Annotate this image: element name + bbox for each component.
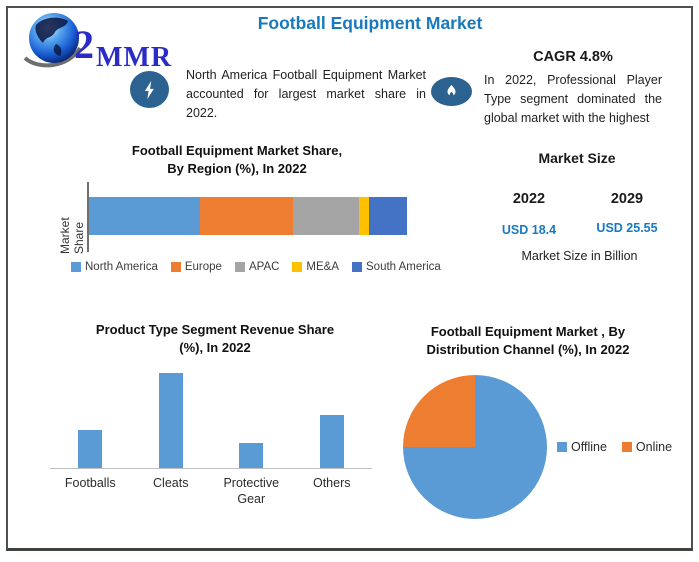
- product-chart-title: Product Type Segment Revenue Share (%), …: [65, 321, 365, 357]
- pie-chart-title: Football Equipment Market , By Distribut…: [378, 323, 678, 359]
- legend-label: South America: [366, 261, 441, 273]
- region-chart-title-line1: Football Equipment Market Share,: [131, 143, 343, 158]
- pie-legend: Offline Online: [557, 440, 672, 454]
- region-chart-y-axis: [87, 182, 89, 252]
- region-stacked-bar: [89, 197, 407, 235]
- lightning-glyph: [144, 80, 154, 99]
- region-chart-title-line2: By Region (%), In 2022: [167, 161, 307, 177]
- legend-item-europe: Europe: [170, 261, 222, 273]
- logo-digit: 2: [74, 22, 94, 67]
- bar-footballs: [78, 429, 103, 468]
- page-title: Football Equipment Market: [257, 13, 483, 33]
- segment-me-a: [359, 197, 369, 235]
- product-bars: [50, 362, 372, 469]
- bar-cleats: [158, 372, 183, 468]
- flame-icon: [431, 77, 472, 106]
- legend-label: North America: [85, 261, 158, 273]
- product-chart-title-line1: Product Type Segment Revenue Share: [95, 322, 335, 337]
- category-label-cleats: Cleats: [153, 476, 189, 490]
- legend-swatch: [292, 262, 303, 272]
- distribution-pie: [403, 375, 547, 519]
- category-label-protective-gear: Protective Gear: [223, 476, 280, 506]
- legend-item-south-america: South America: [352, 261, 441, 273]
- bar-slot-footballs: [50, 362, 131, 468]
- logo-swoosh: [23, 46, 82, 68]
- legend-swatch: [621, 442, 632, 452]
- legend-swatch: [557, 442, 567, 452]
- cagr-label: CAGR 4.8%: [533, 49, 613, 65]
- segment-europe: [200, 197, 293, 235]
- bar-slot-protective-gear: [211, 362, 292, 468]
- region-chart-ylabel: Market Share: [58, 217, 86, 254]
- legend-item-apac: APAC: [234, 261, 280, 273]
- page-border: [6, 6, 693, 551]
- bar-slot-cleats: [131, 362, 212, 468]
- globe-continent-2: [53, 44, 62, 56]
- legend-item-offline: Offline: [557, 440, 607, 454]
- legend-swatch: [71, 262, 81, 272]
- product-chart-title-line2: (%), In 2022: [179, 340, 251, 356]
- legend-swatch: [234, 262, 245, 272]
- legend-label: Offline: [571, 440, 607, 454]
- legend-swatch: [352, 262, 363, 272]
- legend-label: ME&A: [306, 261, 340, 273]
- market-size-value-2022: USD 18.4: [501, 223, 557, 237]
- legend-item-me-a: ME&A: [292, 261, 339, 273]
- market-size-title: Market Size: [538, 150, 616, 166]
- market-size-value-2029: USD 25.55: [596, 221, 658, 235]
- region-chart-title: Football Equipment Market Share, By Regi…: [92, 142, 382, 178]
- pie-chart-title-line1: Football Equipment Market , By: [430, 324, 626, 339]
- region-legend: North America Europe APAC ME&A South America: [71, 261, 441, 273]
- bar-slot-others: [292, 362, 373, 468]
- highlight-north-america-text: North America Football Equipment Market …: [186, 68, 426, 120]
- market-size-year-2022: 2022: [512, 191, 546, 207]
- legend-item-online: Online: [621, 440, 673, 454]
- legend-item-north-america: North America: [71, 261, 158, 273]
- product-categories: Footballs Cleats Protective Gear Others: [50, 476, 372, 507]
- pie-chart-title-line2: Distribution Channel (%), In 2022: [426, 342, 630, 358]
- legend-swatch: [170, 262, 181, 272]
- category-label-footballs: Footballs: [64, 476, 116, 490]
- legend-label: Online: [635, 440, 673, 454]
- legend-label: APAC: [248, 261, 280, 273]
- segment-south-america: [368, 197, 407, 235]
- segment-north-america: [89, 197, 201, 235]
- market-size-year-2029: 2029: [610, 191, 644, 207]
- segment-apac: [292, 197, 360, 235]
- market-size-note: Market Size in Billion: [521, 249, 638, 263]
- flame-glyph: [447, 84, 456, 97]
- category-label-others: Others: [312, 476, 351, 490]
- logo-text: MMR: [96, 42, 172, 72]
- bar-others: [319, 415, 344, 468]
- legend-label: Europe: [184, 261, 222, 273]
- bar-protective-gear: [239, 442, 264, 468]
- highlight-player-type-text: In 2022, Professional Player Type segmen…: [484, 73, 662, 125]
- mmr-logo: 2 MMR: [23, 13, 172, 72]
- lightning-icon: [130, 71, 169, 108]
- globe-continent: [35, 17, 68, 43]
